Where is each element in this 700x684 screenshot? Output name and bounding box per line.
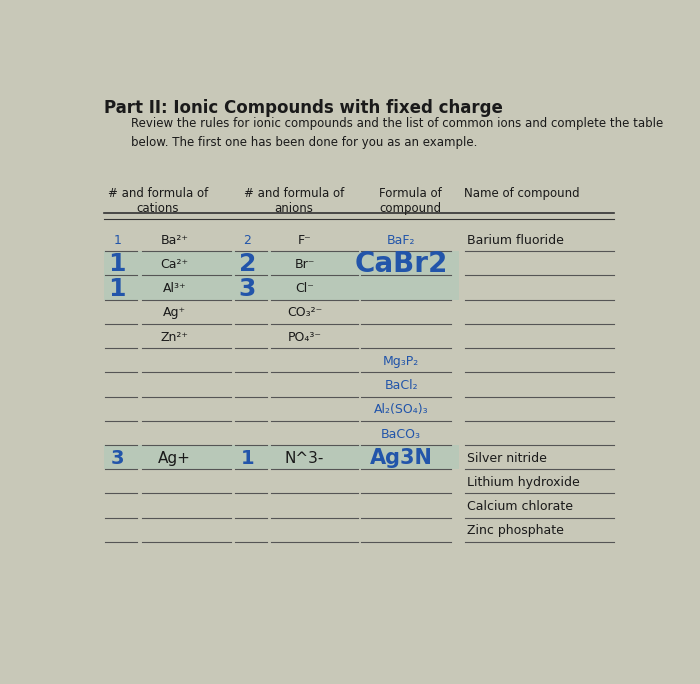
Text: 1: 1 bbox=[113, 234, 121, 247]
Text: Al₂(SO₄)₃: Al₂(SO₄)₃ bbox=[374, 404, 428, 417]
Text: Lithium hydroxide: Lithium hydroxide bbox=[468, 476, 580, 489]
Bar bbox=[104, 276, 459, 300]
Text: 2: 2 bbox=[239, 252, 256, 276]
Text: 3: 3 bbox=[111, 449, 124, 468]
Text: Ag⁺: Ag⁺ bbox=[162, 306, 186, 319]
Text: Name of compound: Name of compound bbox=[463, 187, 580, 200]
Text: BaCO₃: BaCO₃ bbox=[381, 428, 421, 440]
Text: Ba²⁺: Ba²⁺ bbox=[160, 234, 188, 247]
Text: Br⁻: Br⁻ bbox=[294, 258, 315, 271]
Text: Ca²⁺: Ca²⁺ bbox=[160, 258, 188, 271]
Text: Review the rules for ionic compounds and the list of common ions and complete th: Review the rules for ionic compounds and… bbox=[131, 117, 663, 149]
Text: 1: 1 bbox=[108, 277, 126, 301]
Text: # and formula of
cations: # and formula of cations bbox=[108, 187, 208, 215]
Text: # and formula of
anions: # and formula of anions bbox=[244, 187, 344, 215]
Bar bbox=[104, 251, 459, 276]
Text: Barium fluoride: Barium fluoride bbox=[468, 234, 564, 247]
Text: F⁻: F⁻ bbox=[298, 234, 312, 247]
Text: 1: 1 bbox=[241, 449, 254, 468]
Text: 3: 3 bbox=[239, 277, 256, 301]
Text: Part II: Ionic Compounds with fixed charge: Part II: Ionic Compounds with fixed char… bbox=[104, 99, 503, 117]
Text: CO₃²⁻: CO₃²⁻ bbox=[287, 306, 322, 319]
Text: 2: 2 bbox=[244, 234, 251, 247]
Text: N^3-: N^3- bbox=[285, 451, 324, 466]
Bar bbox=[104, 445, 459, 469]
Text: Formula of
compound: Formula of compound bbox=[379, 187, 442, 215]
Text: PO₄³⁻: PO₄³⁻ bbox=[288, 330, 321, 343]
Text: BaF₂: BaF₂ bbox=[387, 234, 415, 247]
Text: Al³⁺: Al³⁺ bbox=[162, 282, 186, 295]
Text: Calcium chlorate: Calcium chlorate bbox=[468, 500, 573, 513]
Text: BaCl₂: BaCl₂ bbox=[384, 379, 418, 392]
Text: Silver nitride: Silver nitride bbox=[468, 452, 547, 465]
Text: 1: 1 bbox=[108, 252, 126, 276]
Text: Mg₃P₂: Mg₃P₂ bbox=[383, 355, 419, 368]
Text: Ag3N: Ag3N bbox=[370, 448, 433, 469]
Text: Ag+: Ag+ bbox=[158, 451, 190, 466]
Text: Zinc phosphate: Zinc phosphate bbox=[468, 525, 564, 538]
Text: Zn²⁺: Zn²⁺ bbox=[160, 330, 188, 343]
Text: CaBr2: CaBr2 bbox=[354, 250, 448, 278]
Text: Cl⁻: Cl⁻ bbox=[295, 282, 314, 295]
